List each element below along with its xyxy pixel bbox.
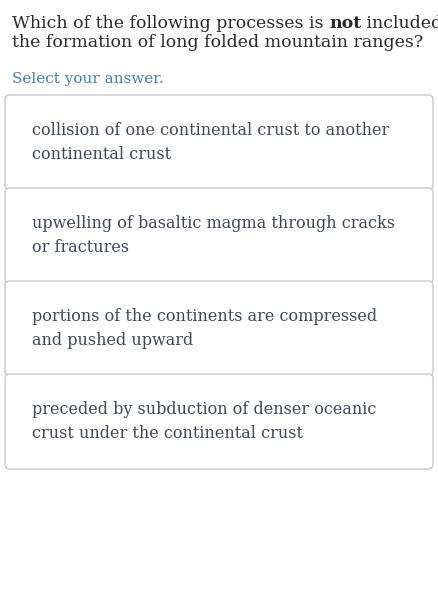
Text: preceded by subduction of denser oceanic
crust under the continental crust: preceded by subduction of denser oceanic…	[32, 401, 376, 442]
Text: included in: included in	[361, 15, 438, 32]
Text: collision of one continental crust to another
continental crust: collision of one continental crust to an…	[32, 122, 389, 163]
Text: portions of the continents are compressed
and pushed upward: portions of the continents are compresse…	[32, 308, 377, 349]
Text: not: not	[329, 15, 361, 32]
FancyBboxPatch shape	[5, 188, 433, 283]
Text: the formation of long folded mountain ranges?: the formation of long folded mountain ra…	[12, 34, 423, 51]
Text: Which of the following processes is: Which of the following processes is	[12, 15, 329, 32]
FancyBboxPatch shape	[5, 374, 433, 469]
FancyBboxPatch shape	[5, 95, 433, 190]
Text: upwelling of basaltic magma through cracks
or fractures: upwelling of basaltic magma through crac…	[32, 215, 395, 256]
Text: Select your answer.: Select your answer.	[12, 72, 164, 86]
FancyBboxPatch shape	[5, 281, 433, 376]
